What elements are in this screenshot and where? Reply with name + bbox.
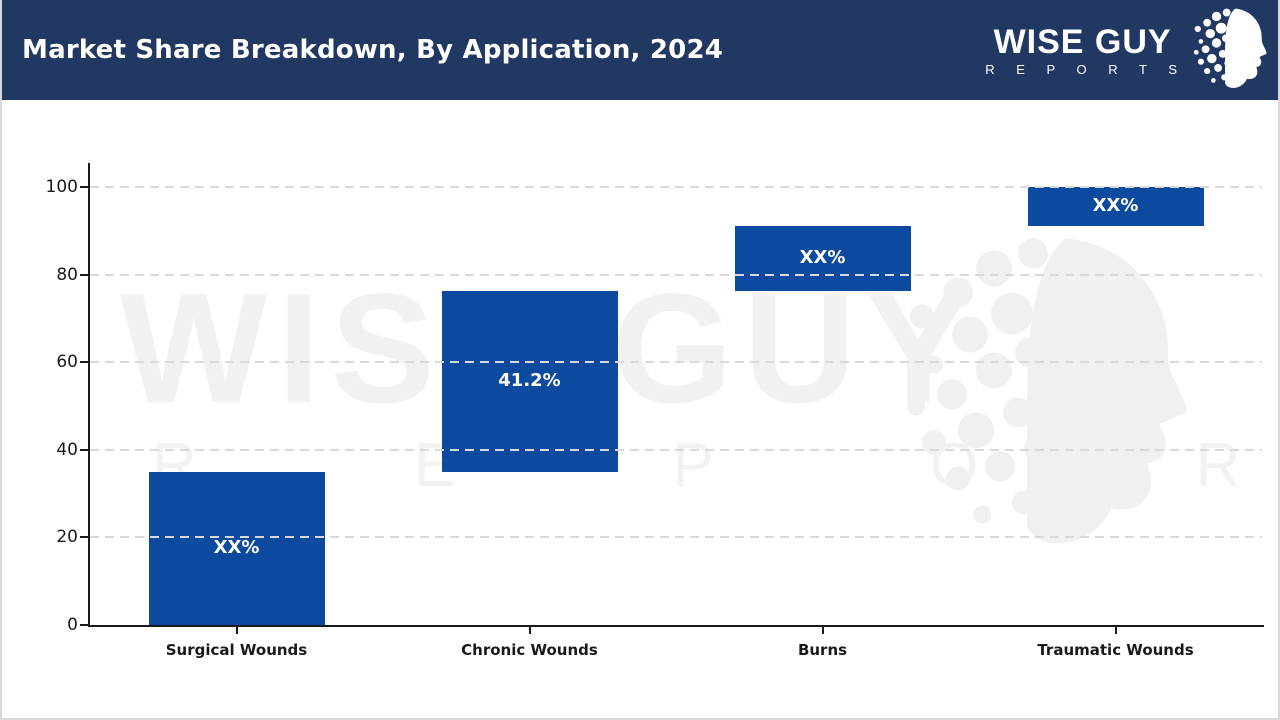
bar-value-label: XX% [213, 537, 260, 559]
wise-guy-logo: WISE GUY R E P O R T S [979, 0, 1268, 100]
y-tick-label-20: 20 [56, 527, 78, 548]
x-category-label: Traumatic Wounds [1037, 641, 1194, 659]
y-tick-label-100: 100 [45, 177, 78, 197]
x-tick-mark [1114, 627, 1117, 634]
page-title: Market Share Breakdown, By Application, … [22, 35, 724, 65]
y-tick-label-0: 0 [67, 615, 78, 635]
header: Market Share Breakdown, By Application, … [2, 0, 1278, 100]
bar-value-label: XX% [1092, 195, 1139, 217]
x-category-label: Burns [797, 641, 848, 659]
x-tick-mark [821, 627, 824, 634]
bar-value-label: XX% [799, 247, 846, 269]
y-tick-label-60: 60 [56, 352, 78, 373]
bar-segment [441, 291, 618, 472]
logo-wordmark: WISE GUY [993, 22, 1172, 61]
y-tick-mark-0 [80, 624, 88, 626]
logo-subtitle: R E P O R T S [985, 61, 1186, 77]
x-axis-line [88, 625, 1264, 627]
y-tick-mark-60 [80, 361, 88, 364]
y-tick-mark-20 [80, 536, 88, 539]
x-tick-mark [528, 627, 531, 634]
y-tick-label-80: 80 [56, 264, 78, 285]
gridline-80 [90, 273, 1262, 276]
y-axis-line [88, 163, 90, 627]
logo-text: WISE GUY R E P O R T S [979, 24, 1186, 77]
gridline-100 [90, 186, 1262, 188]
y-tick-label-40: 40 [56, 439, 78, 460]
x-tick-mark [235, 627, 238, 634]
bar-value-label: 41.2% [498, 370, 561, 392]
x-category-label: Surgical Wounds [165, 641, 308, 659]
gridline-40 [90, 448, 1262, 451]
y-tick-mark-40 [80, 448, 88, 451]
y-tick-mark-80 [80, 273, 88, 276]
gridline-20 [90, 536, 1262, 539]
gridline-60 [90, 361, 1262, 364]
bar-segment [148, 471, 325, 625]
y-tick-mark-100 [80, 186, 88, 188]
bar-segment [1027, 187, 1204, 226]
x-category-label: Chronic Wounds [461, 641, 598, 659]
bar-segment [734, 225, 911, 292]
